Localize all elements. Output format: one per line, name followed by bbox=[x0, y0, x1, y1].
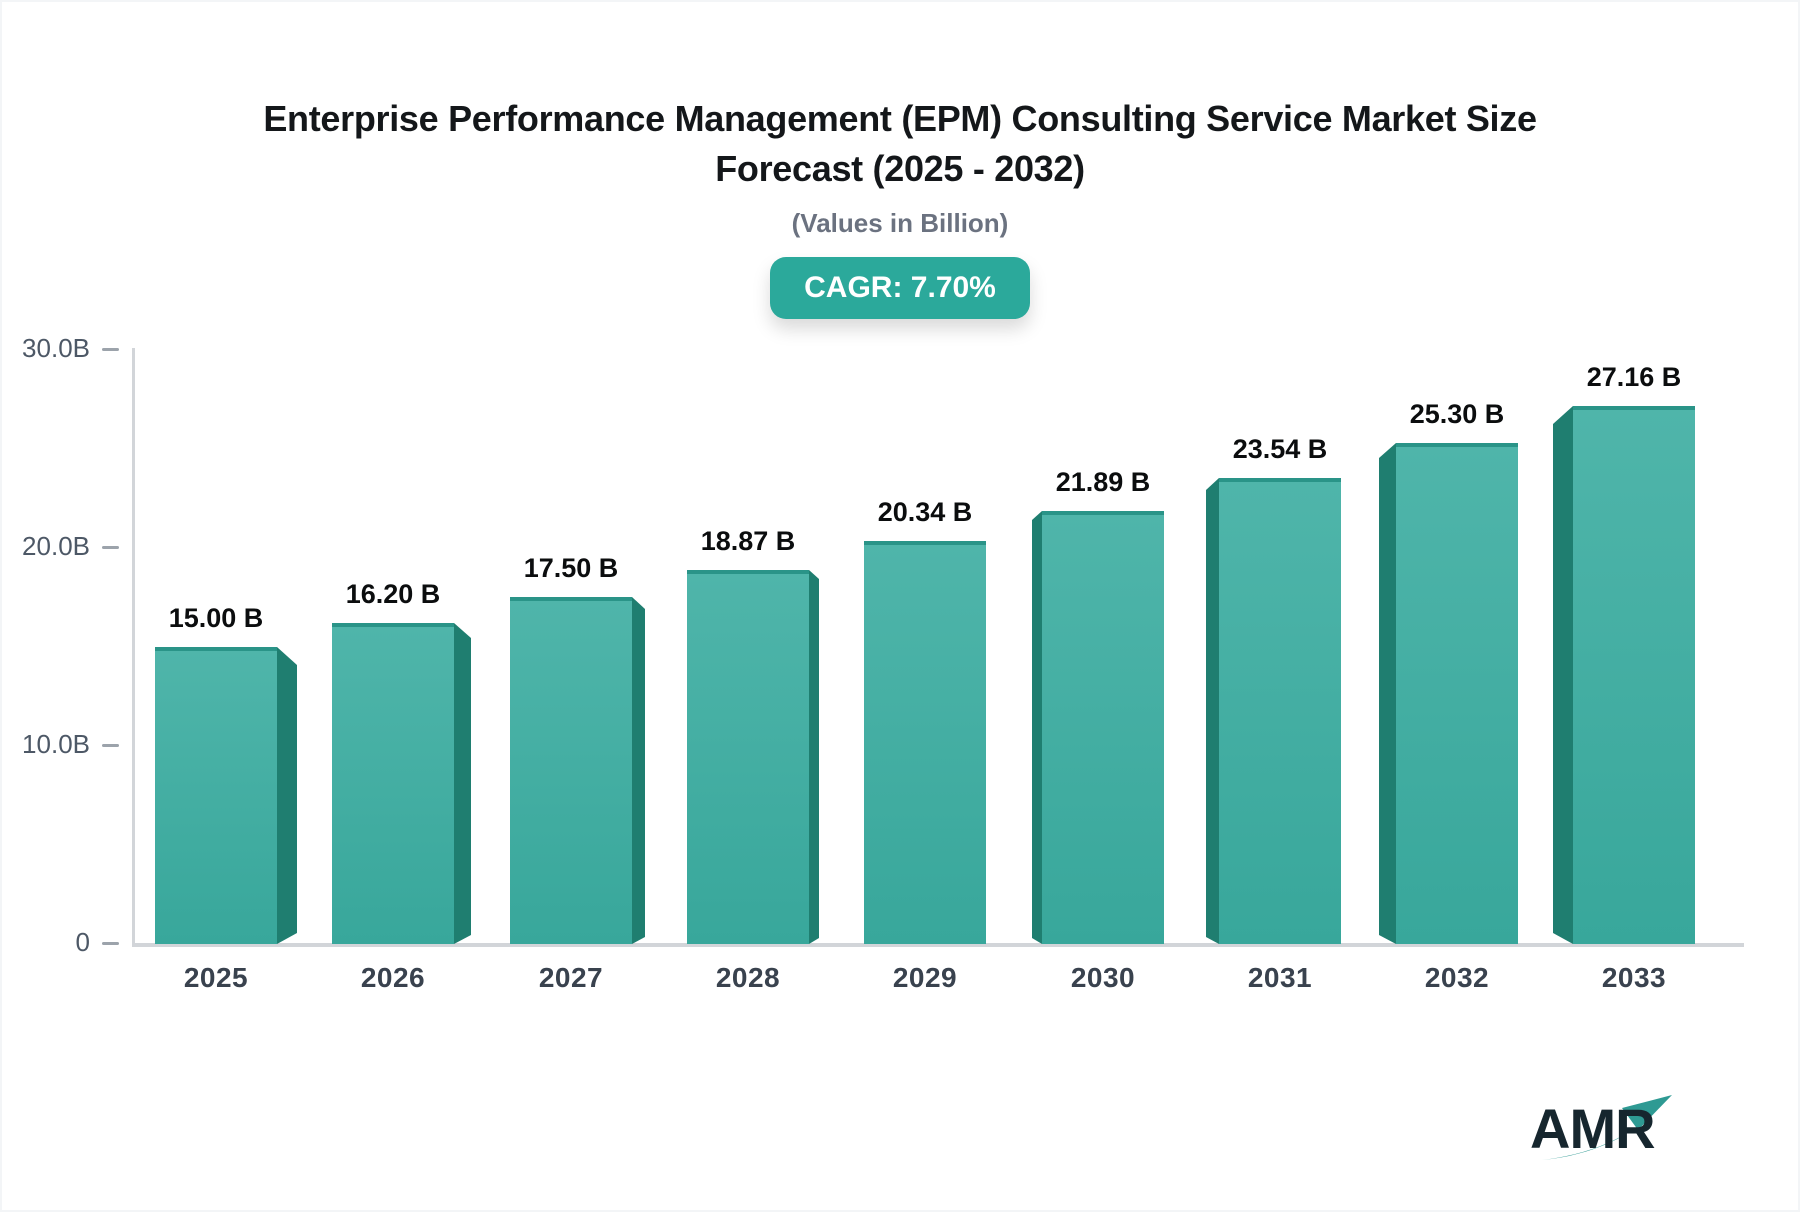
amr-logo-arrow-icon bbox=[1542, 1095, 1672, 1160]
bar-side-panel bbox=[277, 647, 297, 944]
bar-value-label: 25.30 B bbox=[1409, 399, 1505, 429]
bar-value-label: 27.16 B bbox=[1586, 362, 1682, 392]
y-axis-label: 30.0B bbox=[22, 333, 90, 363]
bar-face bbox=[155, 647, 277, 944]
bar-value-label: 23.54 B bbox=[1232, 434, 1328, 464]
y-axis-tick bbox=[102, 348, 119, 351]
bar-face bbox=[332, 623, 454, 944]
chart-title-line1: Enterprise Performance Management (EPM) … bbox=[263, 98, 1537, 139]
bar-face bbox=[1573, 406, 1695, 944]
x-axis-label: 2031 bbox=[1247, 962, 1313, 993]
chart-title: Enterprise Performance Management (EPM) … bbox=[2, 94, 1798, 194]
cagr-badge: CAGR: 7.70% bbox=[770, 257, 1030, 319]
y-axis-label: 20.0B bbox=[22, 531, 90, 561]
x-axis-label: 2030 bbox=[1070, 962, 1136, 993]
bar-value-label: 15.00 B bbox=[168, 603, 264, 633]
chart-header: Enterprise Performance Management (EPM) … bbox=[2, 94, 1798, 319]
x-axis-label: 2026 bbox=[360, 962, 426, 993]
chart-title-line2: Forecast (2025 - 2032) bbox=[715, 148, 1085, 189]
y-axis-line bbox=[132, 348, 135, 947]
x-axis-label: 2033 bbox=[1601, 962, 1667, 993]
bar-value-label: 18.87 B bbox=[700, 526, 796, 556]
x-axis-label: 2028 bbox=[715, 962, 781, 993]
y-axis-label: 0 bbox=[75, 927, 90, 957]
bar-side-panel bbox=[1379, 443, 1396, 944]
y-axis-tick bbox=[102, 744, 119, 747]
y-axis-tick bbox=[102, 942, 119, 945]
bar-face bbox=[1396, 443, 1518, 944]
x-axis-label: 2027 bbox=[538, 962, 604, 993]
bar-value-label: 17.50 B bbox=[523, 553, 619, 583]
y-axis-tick bbox=[102, 546, 119, 549]
bar-value-label: 21.89 B bbox=[1055, 467, 1151, 497]
x-axis-label: 2029 bbox=[892, 962, 958, 993]
bar-face bbox=[1042, 511, 1164, 944]
x-axis-label: 2032 bbox=[1424, 962, 1490, 993]
bar-face bbox=[864, 541, 986, 944]
amr-logo: AMR bbox=[1530, 1090, 1730, 1170]
bar-side-panel bbox=[1032, 511, 1042, 944]
cagr-badge-wrap: CAGR: 7.70% bbox=[2, 257, 1798, 319]
bar-face bbox=[1219, 478, 1341, 944]
bar-side-panel bbox=[809, 570, 819, 944]
bar-face bbox=[687, 570, 809, 944]
x-axis-label: 2025 bbox=[183, 962, 249, 993]
amr-logo-text: AMR bbox=[1530, 1097, 1656, 1160]
bar-side-panel bbox=[1206, 478, 1219, 944]
x-axis-baseline bbox=[132, 943, 1744, 947]
chart-subtitle: (Values in Billion) bbox=[791, 208, 1009, 238]
bar-side-panel bbox=[1553, 406, 1573, 944]
y-axis-label: 10.0B bbox=[22, 729, 90, 759]
bar-value-label: 20.34 B bbox=[877, 497, 973, 527]
bar-side-panel bbox=[632, 597, 645, 944]
bar-side-panel bbox=[454, 623, 471, 944]
bar-face bbox=[510, 597, 632, 944]
bar-value-label: 16.20 B bbox=[345, 579, 441, 609]
